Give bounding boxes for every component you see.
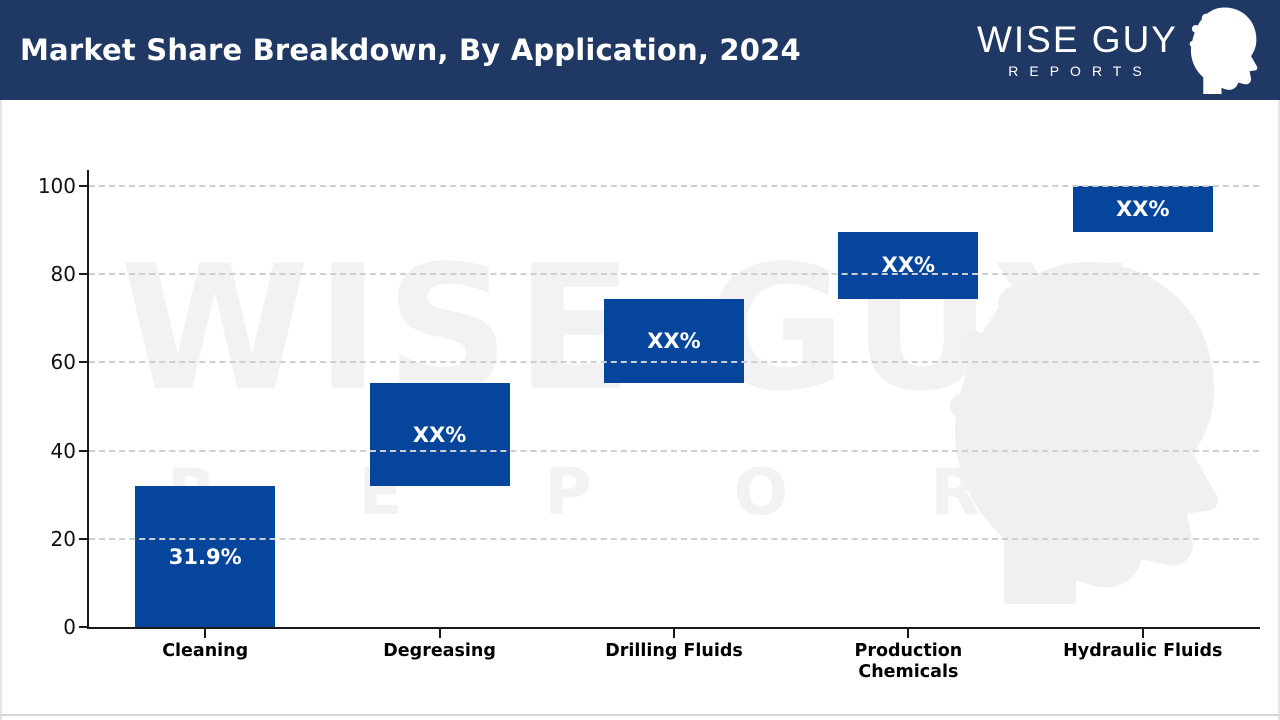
- x-tick-mark-2: [438, 629, 441, 638]
- gridline-20: [89, 537, 1259, 540]
- page-title: Market Share Breakdown, By Application, …: [20, 33, 801, 67]
- bar-value-label: XX%: [647, 329, 701, 353]
- x-tick-label-4: Production Chemicals: [854, 641, 963, 682]
- y-tick-mark-20: [79, 537, 88, 540]
- gridline-40: [89, 449, 1259, 452]
- bar-drilling-fluids: XX%: [604, 298, 744, 384]
- bar-value-label: 31.9%: [168, 544, 242, 569]
- x-tick-label-2: Degreasing: [383, 641, 496, 661]
- bar-hydraulic-fluids: XX%: [1072, 186, 1213, 232]
- x-tick-label-1: Cleaning: [162, 641, 249, 661]
- gridline-80: [89, 273, 1259, 276]
- x-tick-label-3: Drilling Fluids: [605, 641, 743, 661]
- y-tick-label-80: 80: [50, 262, 76, 287]
- y-tick-mark-100: [79, 185, 88, 187]
- gridline-60: [89, 361, 1259, 364]
- header: Market Share Breakdown, By Application, …: [0, 0, 1280, 100]
- gridline-100: [89, 185, 1259, 187]
- x-tick-mark-1: [204, 629, 207, 638]
- logo-wordmark-line1: WISE GUY: [976, 19, 1178, 60]
- logo-wordmark-line2: REPORTS: [1008, 63, 1153, 79]
- bar-cleaning: 31.9%: [135, 486, 276, 627]
- y-tick-mark-40: [79, 449, 88, 452]
- bar-value-label: XX%: [1116, 196, 1170, 221]
- y-tick-label-20: 20: [50, 526, 76, 551]
- brand-logo: WISE GUY REPORTS: [977, 6, 1266, 94]
- y-tick-label-60: 60: [50, 350, 76, 375]
- y-tick-mark-60: [79, 361, 88, 364]
- x-tick-label-5: Hydraulic Fluids: [1063, 641, 1223, 661]
- x-axis: [87, 627, 1260, 629]
- y-tick-label-0: 0: [63, 615, 76, 639]
- x-tick-mark-5: [1141, 629, 1144, 638]
- chart-canvas: WISE GUY R E P O R T S 31.9%XX%XX%XX%XX%…: [0, 100, 1280, 720]
- logo-wordmark: WISE GUY REPORTS: [977, 21, 1178, 79]
- x-tick-mark-3: [673, 629, 675, 638]
- y-tick-label-40: 40: [50, 438, 76, 463]
- bottom-divider: [0, 714, 1280, 716]
- x-tick-mark-4: [907, 629, 910, 638]
- logo-face-icon: [1189, 7, 1258, 94]
- bar-production-chemicals: XX%: [838, 231, 979, 299]
- y-tick-mark-80: [79, 273, 88, 276]
- bar-degreasing: XX%: [369, 383, 510, 487]
- y-tick-mark-0: [79, 626, 88, 628]
- y-axis: [87, 170, 89, 629]
- watermark-face-icon: [950, 262, 1218, 604]
- y-tick-label-100: 100: [37, 174, 76, 198]
- bar-value-label: XX%: [412, 422, 467, 447]
